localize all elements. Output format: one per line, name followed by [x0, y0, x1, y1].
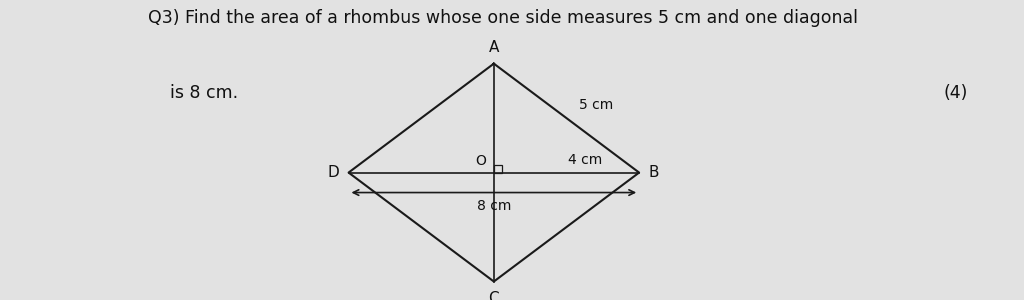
Text: B: B — [648, 165, 658, 180]
Text: (4): (4) — [943, 84, 968, 102]
Bar — [494, 165, 502, 172]
Text: 4 cm: 4 cm — [568, 153, 602, 167]
Text: A: A — [488, 40, 499, 55]
Text: is 8 cm.: is 8 cm. — [148, 84, 239, 102]
Text: C: C — [488, 291, 499, 300]
Text: 5 cm: 5 cm — [580, 98, 613, 112]
Text: Q3) Find the area of a rhombus whose one side measures 5 cm and one diagonal: Q3) Find the area of a rhombus whose one… — [148, 9, 858, 27]
Text: D: D — [328, 165, 340, 180]
Text: 8 cm: 8 cm — [476, 199, 511, 213]
Text: O: O — [476, 154, 486, 168]
